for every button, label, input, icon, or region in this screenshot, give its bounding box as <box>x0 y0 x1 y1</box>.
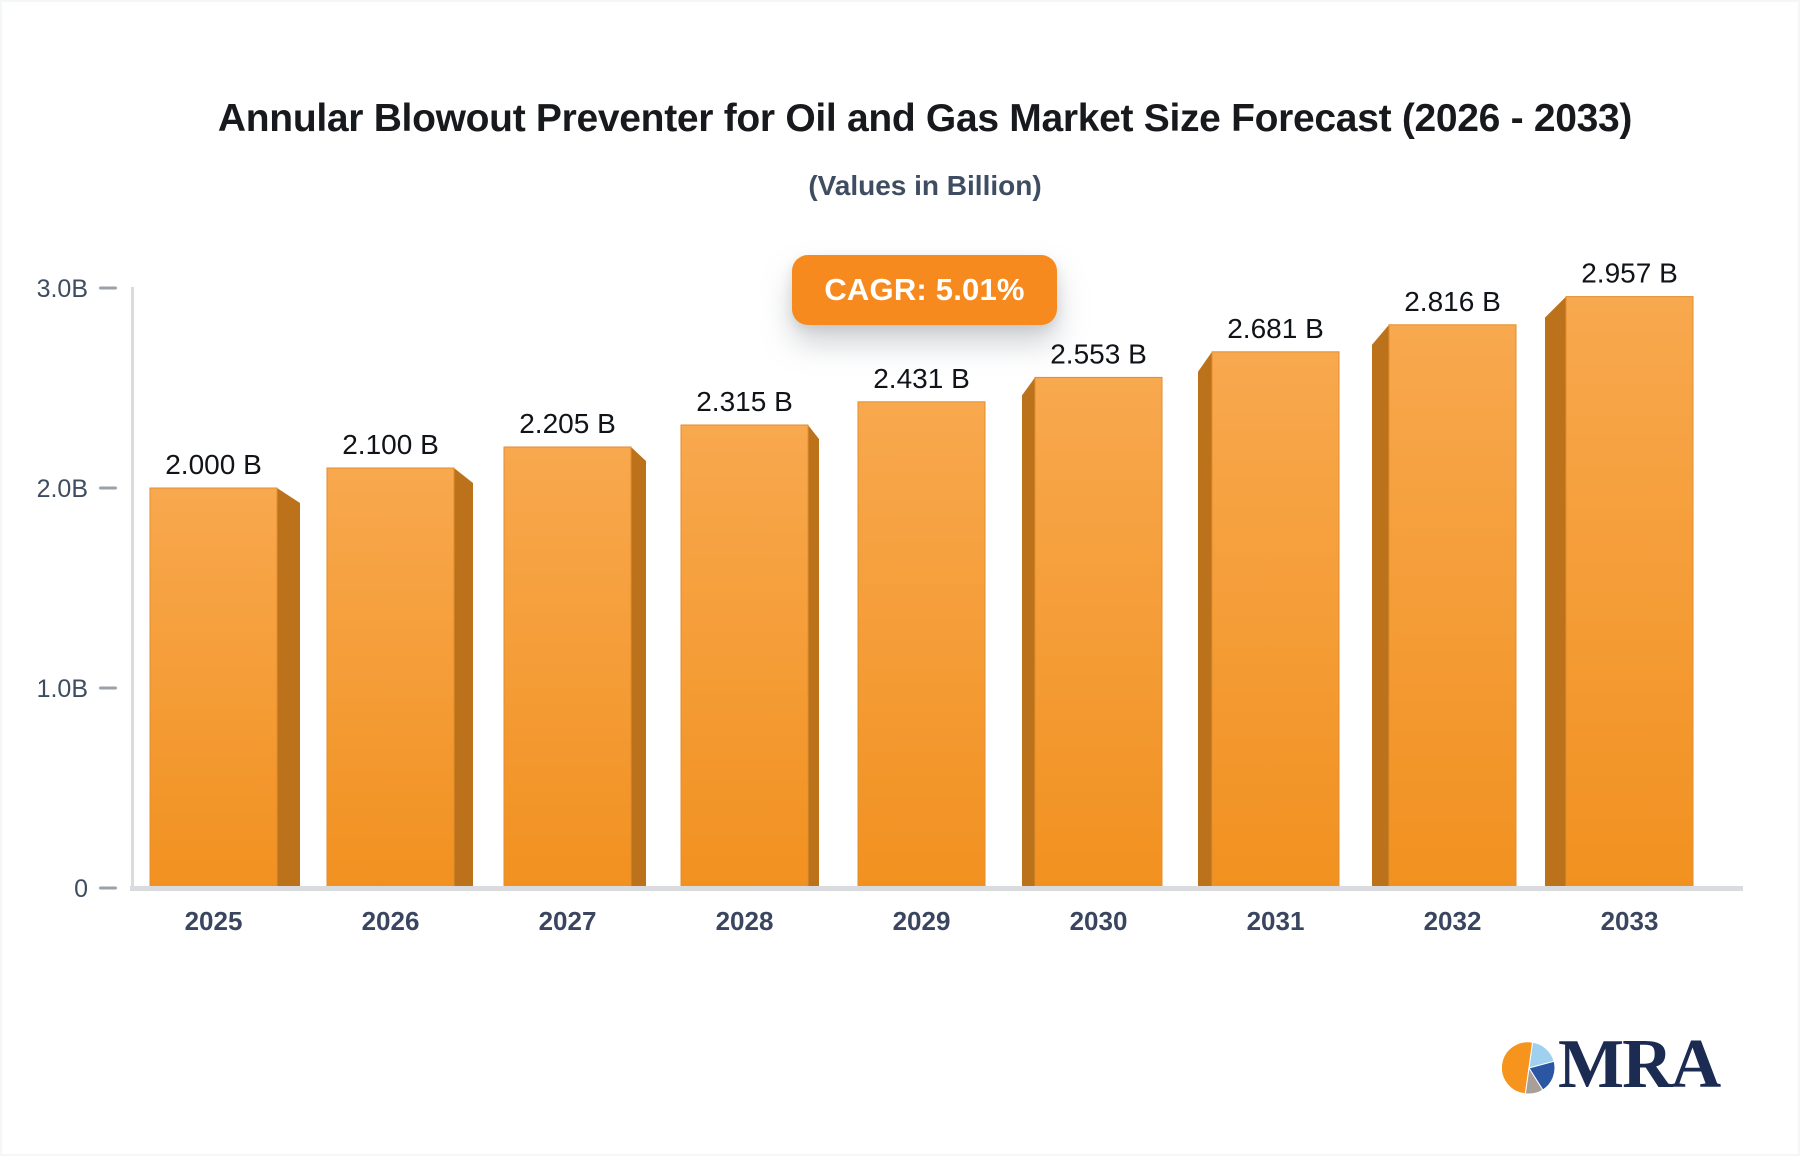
bar-side-2032 <box>1372 324 1389 888</box>
bar-2026 <box>326 467 455 889</box>
page-title: Annular Blowout Preventer for Oil and Ga… <box>217 97 1633 140</box>
bar-2028 <box>680 424 809 889</box>
bar-2029 <box>857 401 986 889</box>
bar-value-label-2033: 2.957 B <box>1581 258 1678 289</box>
bar-side-2031 <box>1198 351 1212 888</box>
x-axis-line <box>130 886 1743 891</box>
y-tick-mark <box>99 486 117 490</box>
bar-2025 <box>149 487 278 889</box>
x-tick-label-2028: 2028 <box>716 906 774 936</box>
bar-value-label-2029: 2.431 B <box>873 363 970 394</box>
y-tick-label: 3.0B <box>37 275 88 303</box>
y-tick-label: 2.0B <box>37 475 88 503</box>
y-tick-mark <box>99 886 117 890</box>
bar-value-label-2032: 2.816 B <box>1404 286 1501 317</box>
pie-chart-icon <box>1502 1041 1556 1095</box>
bar-2030 <box>1034 376 1163 889</box>
bar-2033 <box>1565 296 1694 889</box>
x-tick-label-2030: 2030 <box>1070 906 1128 936</box>
y-tick-mark <box>99 286 117 290</box>
bar-value-label-2030: 2.553 B <box>1050 338 1147 369</box>
bar-2031 <box>1211 351 1340 889</box>
page-subtitle: (Values in Billion) <box>808 170 1042 201</box>
x-tick-label-2032: 2032 <box>1424 906 1482 936</box>
x-tick-label-2033: 2033 <box>1601 906 1659 936</box>
bar-side-2027 <box>631 447 646 888</box>
bar-value-label-2026: 2.100 B <box>342 429 439 460</box>
bar-side-2028 <box>808 425 819 888</box>
bar-value-label-2031: 2.681 B <box>1227 313 1324 344</box>
y-tick-label: 1.0B <box>37 675 88 703</box>
bar-value-label-2025: 2.000 B <box>165 449 262 480</box>
bar-side-2026 <box>454 468 473 888</box>
brand-logo: MRA <box>1502 1026 1721 1103</box>
x-tick-label-2026: 2026 <box>362 906 420 936</box>
bar-value-label-2028: 2.315 B <box>696 386 793 417</box>
x-tick-label-2031: 2031 <box>1247 906 1305 936</box>
brand-logo-text: MRA <box>1558 1026 1721 1103</box>
y-tick-label: 0 <box>74 875 88 903</box>
x-tick-label-2027: 2027 <box>539 906 597 936</box>
bar-2027 <box>503 446 632 889</box>
cagr-badge: CAGR: 5.01% <box>792 255 1057 325</box>
bar-2032 <box>1388 324 1517 889</box>
bar-value-label-2027: 2.205 B <box>519 408 616 439</box>
bar-side-2030 <box>1022 377 1035 888</box>
y-tick-mark <box>99 686 117 690</box>
x-tick-label-2025: 2025 <box>185 906 243 936</box>
y-axis-line <box>131 287 134 891</box>
x-tick-label-2029: 2029 <box>893 906 951 936</box>
bar-side-2033 <box>1545 296 1566 889</box>
bar-side-2025 <box>277 488 300 888</box>
